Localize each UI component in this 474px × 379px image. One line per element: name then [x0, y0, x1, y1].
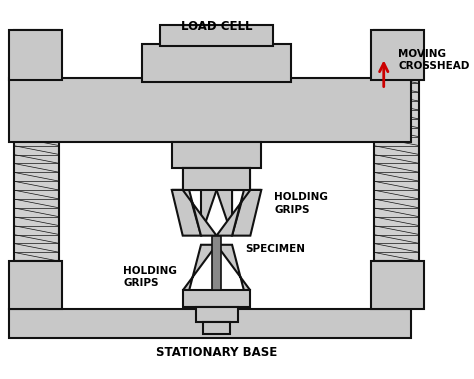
Bar	[9, 78, 411, 143]
Bar	[183, 290, 250, 307]
Polygon shape	[232, 190, 261, 236]
Bar	[212, 236, 221, 290]
Bar	[9, 30, 62, 80]
Polygon shape	[217, 190, 250, 236]
Bar	[183, 168, 250, 190]
Text: STATIONARY BASE: STATIONARY BASE	[156, 346, 277, 359]
Bar	[9, 309, 411, 338]
Text: HOLDING
GRIPS: HOLDING GRIPS	[274, 193, 328, 215]
Text: MOVING
CROSSHEAD: MOVING CROSSHEAD	[398, 49, 470, 71]
Polygon shape	[172, 190, 217, 236]
Text: LOAD CELL: LOAD CELL	[181, 20, 252, 33]
Polygon shape	[183, 245, 217, 290]
Polygon shape	[172, 190, 201, 236]
Bar	[371, 30, 424, 80]
Polygon shape	[183, 190, 217, 236]
Bar	[9, 261, 62, 309]
Bar	[183, 168, 250, 190]
Bar	[160, 25, 273, 45]
Bar	[142, 44, 292, 82]
Text: HOLDING
GRIPS: HOLDING GRIPS	[123, 266, 177, 288]
Bar	[172, 143, 261, 168]
Bar	[371, 261, 424, 309]
Polygon shape	[217, 245, 250, 290]
Polygon shape	[217, 190, 261, 236]
Bar	[374, 30, 419, 261]
Text: SPECIMEN: SPECIMEN	[245, 244, 305, 254]
Bar	[203, 321, 230, 334]
Bar	[195, 307, 237, 321]
Bar	[14, 30, 59, 261]
